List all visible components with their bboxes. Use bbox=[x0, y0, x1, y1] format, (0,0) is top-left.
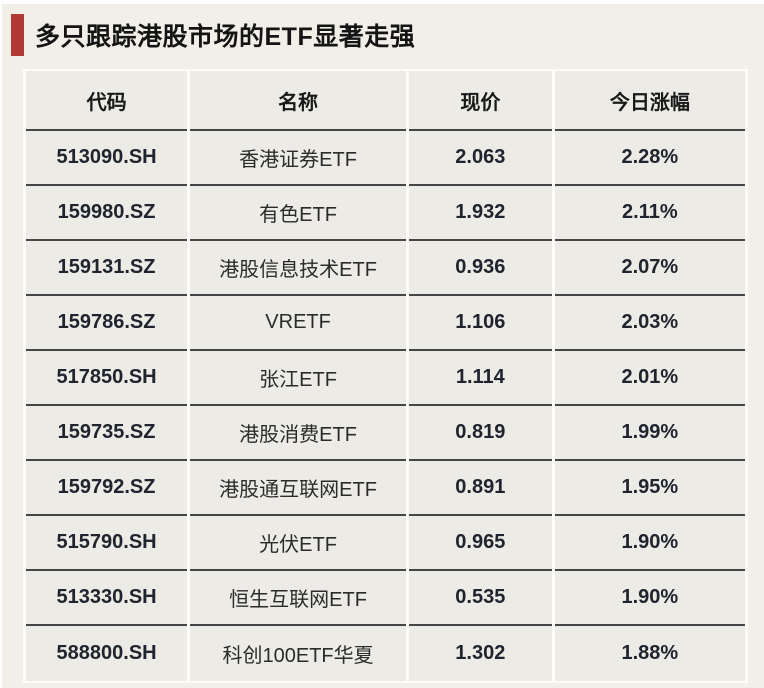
cell-code: 159786.SZ bbox=[26, 296, 188, 351]
table-row: 588800.SH 科创100ETF华夏 1.302 1.88% bbox=[26, 626, 745, 681]
cell-price: 0.965 bbox=[408, 516, 552, 571]
table-row: 159735.SZ 港股消费ETF 0.819 1.99% bbox=[26, 406, 745, 461]
headline-accent-bar bbox=[11, 14, 24, 56]
etf-table-wrap: 代码 名称 现价 今日涨幅 513090.SH 香港证券ETF 2.063 2.28% 159… bbox=[23, 69, 748, 683]
column-header-3: 今日涨幅 bbox=[554, 71, 745, 131]
cell-price: 2.063 bbox=[408, 131, 552, 186]
cell-code: 588800.SH bbox=[26, 626, 188, 681]
cell-price: 1.302 bbox=[408, 626, 552, 681]
cell-price: 1.106 bbox=[408, 296, 552, 351]
cell-code: 159131.SZ bbox=[26, 241, 188, 296]
etf-table-header: 代码 名称 现价 今日涨幅 bbox=[26, 71, 745, 131]
cell-change: 2.07% bbox=[554, 241, 745, 296]
cell-name: 港股通互联网ETF bbox=[190, 461, 406, 516]
cell-name: 香港证券ETF bbox=[190, 131, 406, 186]
cell-code: 513330.SH bbox=[26, 571, 188, 626]
cell-price: 0.936 bbox=[408, 241, 552, 296]
cell-code: 159792.SZ bbox=[26, 461, 188, 516]
column-header-2: 现价 bbox=[408, 71, 552, 131]
cell-change: 2.01% bbox=[554, 351, 745, 406]
cell-name: 有色ETF bbox=[190, 186, 406, 241]
cell-name: 张江ETF bbox=[190, 351, 406, 406]
table-row: 513330.SH 恒生互联网ETF 0.535 1.90% bbox=[26, 571, 745, 626]
cell-change: 1.99% bbox=[554, 406, 745, 461]
headline-text: 多只跟踪港股市场的ETF显著走强 bbox=[35, 23, 416, 51]
cell-code: 515790.SH bbox=[26, 516, 188, 571]
cell-change: 1.95% bbox=[554, 461, 745, 516]
cell-change: 2.11% bbox=[554, 186, 745, 241]
column-header-1: 名称 bbox=[190, 71, 406, 131]
column-header-0: 代码 bbox=[26, 71, 188, 131]
cell-price: 1.932 bbox=[408, 186, 552, 241]
table-row: 513090.SH 香港证券ETF 2.063 2.28% bbox=[26, 131, 745, 186]
cell-name: VRETF bbox=[190, 296, 406, 351]
cell-change: 1.90% bbox=[554, 516, 745, 571]
cell-change: 2.28% bbox=[554, 131, 745, 186]
cell-code: 159735.SZ bbox=[26, 406, 188, 461]
table-row: 159980.SZ 有色ETF 1.932 2.11% bbox=[26, 186, 745, 241]
cell-price: 1.114 bbox=[408, 351, 552, 406]
cell-price: 0.819 bbox=[408, 406, 552, 461]
cell-name: 港股消费ETF bbox=[190, 406, 406, 461]
cell-name: 科创100ETF华夏 bbox=[190, 626, 406, 681]
table-row: 159131.SZ 港股信息技术ETF 0.936 2.07% bbox=[26, 241, 745, 296]
headline: 多只跟踪港股市场的ETF显著走强 bbox=[11, 13, 764, 57]
cell-price: 0.891 bbox=[408, 461, 552, 516]
table-row: 159792.SZ 港股通互联网ETF 0.891 1.95% bbox=[26, 461, 745, 516]
etf-table: 代码 名称 现价 今日涨幅 513090.SH 香港证券ETF 2.063 2.28% 159… bbox=[23, 71, 748, 681]
cell-change: 2.03% bbox=[554, 296, 745, 351]
cell-code: 513090.SH bbox=[26, 131, 188, 186]
table-row: 517850.SH 张江ETF 1.114 2.01% bbox=[26, 351, 745, 406]
cell-code: 517850.SH bbox=[26, 351, 188, 406]
cell-name: 光伏ETF bbox=[190, 516, 406, 571]
cell-code: 159980.SZ bbox=[26, 186, 188, 241]
cell-name: 港股信息技术ETF bbox=[190, 241, 406, 296]
cell-change: 1.90% bbox=[554, 571, 745, 626]
cell-change: 1.88% bbox=[554, 626, 745, 681]
cell-name: 恒生互联网ETF bbox=[190, 571, 406, 626]
cell-price: 0.535 bbox=[408, 571, 552, 626]
header-row: 代码 名称 现价 今日涨幅 bbox=[26, 71, 745, 131]
table-row: 515790.SH 光伏ETF 0.965 1.90% bbox=[26, 516, 745, 571]
table-row: 159786.SZ VRETF 1.106 2.03% bbox=[26, 296, 745, 351]
etf-table-body: 513090.SH 香港证券ETF 2.063 2.28% 159980.SZ 有色ETF… bbox=[26, 131, 745, 681]
